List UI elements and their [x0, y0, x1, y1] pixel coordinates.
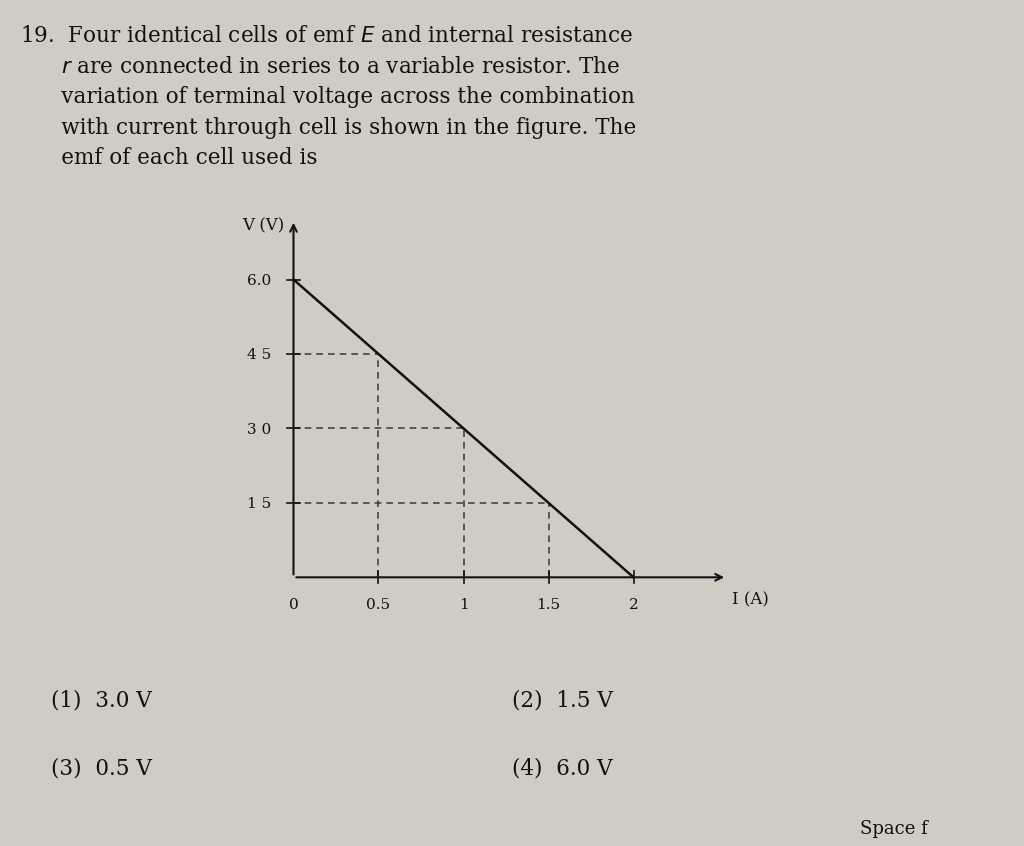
- Text: (1)  3.0 V: (1) 3.0 V: [51, 689, 153, 711]
- Text: Space f: Space f: [860, 820, 928, 838]
- Text: 19.  Four identical cells of emf $E$ and internal resistance
      $r$ are conne: 19. Four identical cells of emf $E$ and …: [20, 25, 637, 169]
- Text: (4)  6.0 V: (4) 6.0 V: [512, 757, 612, 779]
- Text: (3)  0.5 V: (3) 0.5 V: [51, 757, 153, 779]
- Text: I (A): I (A): [732, 591, 769, 608]
- Text: (2)  1.5 V: (2) 1.5 V: [512, 689, 613, 711]
- Text: V (V): V (V): [242, 218, 284, 235]
